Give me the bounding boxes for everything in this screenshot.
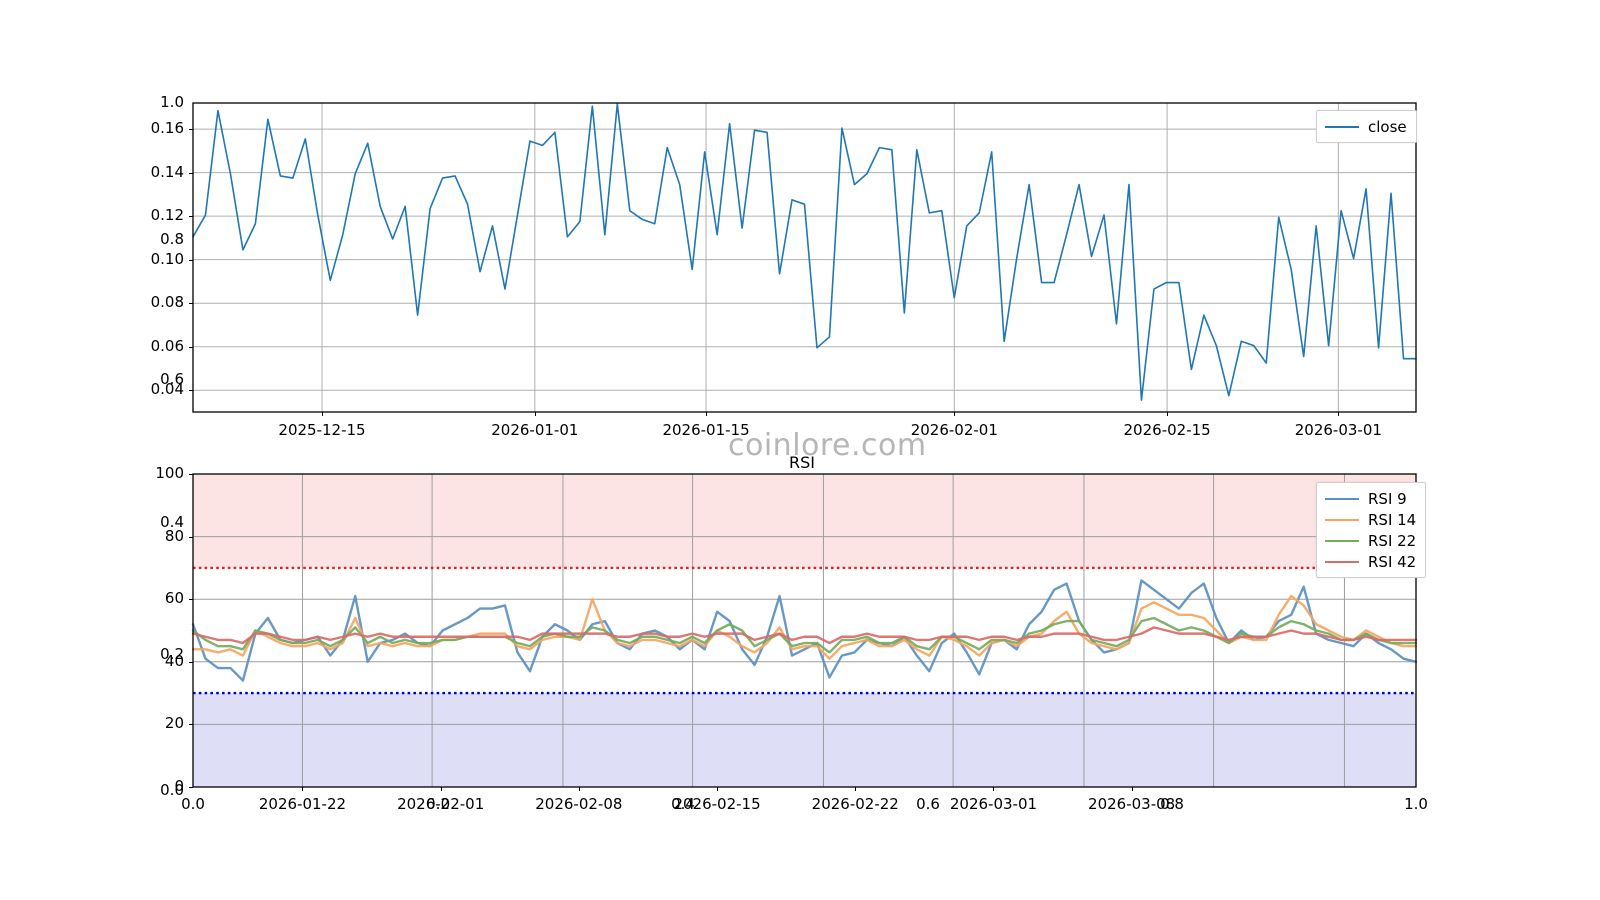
rsi-x-tick: 2026-01-22 — [258, 795, 347, 813]
price-y-tick: 0.12 — [150, 206, 184, 225]
price-legend[interactable]: close — [1316, 110, 1417, 143]
rsi-panel-title: RSI — [789, 453, 815, 472]
price-y-tick: 0.10 — [150, 249, 184, 268]
rsi-x-tickmark — [855, 787, 857, 791]
price-y-tick: 0.04 — [150, 380, 184, 399]
price-y-tickmark — [189, 129, 193, 131]
rsi-y-tickmark — [189, 536, 193, 538]
rsi-y-tickmark — [189, 724, 193, 726]
price-y-tickmark — [189, 346, 193, 348]
rsi-x-tick: 2026-03-01 — [949, 795, 1038, 813]
rsi-y-tick: 100 — [155, 464, 184, 482]
price-y-tick-secondary: 0.6 — [160, 370, 184, 388]
rsi-x-tickmark — [1131, 787, 1133, 791]
legend-line-swatch — [1325, 125, 1359, 128]
price-x-tick: 2026-03-01 — [1294, 421, 1382, 439]
watermark: coinlore.com — [728, 428, 927, 463]
price-y-tick-secondary: 1.0 — [160, 93, 184, 111]
rsi-x-tickmark — [302, 787, 304, 791]
rsi-y-tick: 80 — [164, 526, 184, 545]
rsi-x-tickmark — [993, 787, 995, 791]
price-x-tickmark — [322, 412, 324, 416]
rsi-y-tick-secondary: 0.2 — [160, 645, 184, 663]
legend-label: RSI 14 — [1368, 510, 1417, 529]
price-x-tickmark — [706, 412, 708, 416]
price-y-tickmark — [189, 303, 193, 305]
legend-label: RSI 42 — [1368, 552, 1417, 571]
rsi-x-tick-secondary: 0.8 — [1160, 795, 1184, 813]
rsi-plot-svg — [191, 473, 1418, 788]
rsi-y-tick-secondary: 0.0 — [160, 781, 184, 799]
rsi-y-tickmark — [189, 599, 193, 601]
rsi-y-tick-secondary: 0.4 — [160, 513, 184, 531]
price-y-tickmark — [189, 172, 193, 174]
price-x-tickmark — [1338, 412, 1340, 416]
legend-line-swatch — [1325, 518, 1359, 521]
legend-label: RSI 9 — [1368, 489, 1407, 508]
rsi-x-tick-secondary: 0.2 — [426, 795, 450, 813]
price-x-tick: 2026-01-01 — [491, 421, 579, 439]
price-x-tickmark — [1167, 412, 1169, 416]
rsi-y-tickmark — [189, 787, 193, 788]
rsi-x-tick-secondary: 1.0 — [1404, 795, 1428, 813]
price-panel: 0.16 0.14 0.12 0.10 0.08 0.06 0.04 1.0 0.8 0.6 2… — [150, 93, 1417, 439]
rsi-x-tick-secondary: 0.0 — [181, 795, 205, 813]
rsi-y-tick: 0 — [174, 777, 184, 795]
rsi-x-tickmark — [717, 787, 719, 791]
price-x-tick: 2026-01-15 — [662, 421, 750, 439]
rsi-y-tick: 40 — [164, 651, 184, 670]
price-y-tick: 0.08 — [150, 293, 184, 312]
price-y-tickmark — [189, 216, 193, 218]
rsi-y-tick: 60 — [164, 589, 184, 608]
rsi-x-tick: 2026-02-15 — [673, 795, 761, 813]
price-legend-item[interactable]: close — [1325, 116, 1407, 137]
legend-label: close — [1368, 117, 1407, 136]
rsi-legend[interactable]: RSI 9 RSI 14 RSI 22 RSI 42 — [1316, 482, 1427, 578]
price-y-tickmark — [189, 259, 193, 261]
rsi-x-tickmark — [440, 787, 442, 791]
price-y-tick: 0.16 — [150, 119, 184, 138]
price-x-tickmark — [954, 412, 956, 416]
price-y-tickmark — [189, 390, 193, 392]
rsi-x-tick: 2026-02-01 — [397, 795, 485, 813]
rsi-legend-item[interactable]: RSI 14 — [1325, 509, 1416, 530]
price-x-tick: 2026-02-01 — [910, 421, 998, 439]
rsi-y-tickmark — [189, 661, 193, 663]
rsi-legend-item[interactable]: RSI 42 — [1325, 551, 1416, 572]
price-x-tick: 2026-02-15 — [1123, 421, 1211, 439]
rsi-x-tick-secondary: 0.4 — [671, 795, 695, 813]
legend-line-swatch — [1325, 560, 1359, 563]
rsi-x-tickmark — [578, 787, 580, 791]
price-plot-svg — [192, 102, 1417, 413]
legend-label: RSI 22 — [1368, 531, 1417, 550]
rsi-panel: 0 20 40 60 80 100 0.4 0.2 0.0 2026-01-22 2026-02… — [0, 440, 1600, 900]
rsi-legend-item[interactable]: RSI 22 — [1325, 530, 1416, 551]
rsi-y-tickmark — [189, 474, 193, 475]
rsi-legend-item[interactable]: RSI 9 — [1325, 488, 1416, 509]
rsi-y-tick: 20 — [164, 714, 184, 733]
price-x-tick: 2025-12-15 — [278, 421, 366, 439]
rsi-x-tick: 2026-03-08 — [1088, 795, 1176, 813]
legend-line-swatch — [1325, 497, 1359, 500]
legend-line-swatch — [1325, 539, 1359, 542]
rsi-x-tick: 2026-02-22 — [811, 795, 899, 813]
rsi-x-tick-secondary: 0.6 — [916, 795, 940, 813]
price-y-tick-secondary: 0.8 — [160, 230, 184, 248]
price-y-tick: 0.14 — [150, 162, 184, 181]
rsi-x-tick: 2026-02-08 — [535, 795, 623, 813]
price-y-tick: 0.06 — [150, 336, 184, 355]
price-x-tickmark — [534, 412, 536, 416]
